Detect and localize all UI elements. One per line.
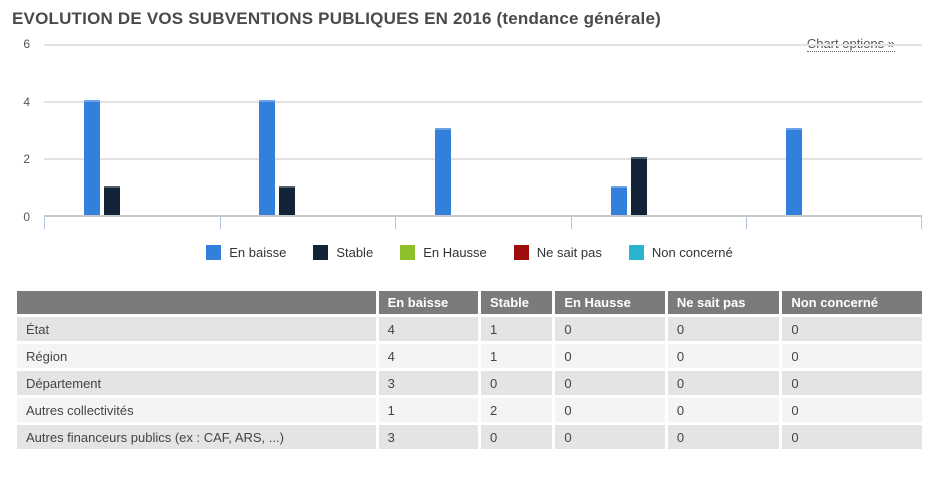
bar xyxy=(83,100,100,215)
cell-value: 3 xyxy=(375,422,482,452)
legend-label: Ne sait pas xyxy=(536,244,602,260)
cell-value: 1 xyxy=(478,341,556,371)
cell-value: 0 xyxy=(552,314,668,344)
x-axis-tick xyxy=(219,217,221,229)
x-axis-tick xyxy=(570,217,572,229)
cell-value: 4 xyxy=(375,314,482,344)
category-group xyxy=(44,44,220,215)
legend-label: En baisse xyxy=(229,244,287,260)
x-axis-tick xyxy=(395,217,397,229)
category-group xyxy=(220,44,396,215)
table-header-row: En baisse Stable En Hausse Ne sait pas Non c… xyxy=(14,288,925,317)
bar xyxy=(610,186,627,215)
table-row: Département 3 0 0 0 0 xyxy=(14,368,925,398)
legend-label: Non concerné xyxy=(651,244,733,260)
cell-value: 3 xyxy=(375,368,482,398)
column-header: Non concerné xyxy=(779,288,925,317)
legend-swatch-icon xyxy=(628,244,644,260)
cell-value: 0 xyxy=(779,422,925,452)
column-header: En baisse xyxy=(375,288,482,317)
x-axis-tick xyxy=(746,217,748,229)
x-axis-tick xyxy=(44,217,45,229)
legend-item: Non concerné xyxy=(628,244,733,260)
chart-options-link[interactable]: Chart options » xyxy=(806,36,895,52)
column-header xyxy=(14,288,379,317)
row-label: Autres financeurs publics (ex : CAF, ARS… xyxy=(14,422,379,452)
legend-swatch-icon xyxy=(400,244,416,260)
bar xyxy=(279,186,296,215)
row-label: Autres collectivités xyxy=(14,395,379,425)
cell-value: 0 xyxy=(664,422,783,452)
y-axis: 0 2 4 6 xyxy=(0,38,44,230)
y-axis-label-0: 0 xyxy=(23,210,30,224)
cell-value: 0 xyxy=(552,422,668,452)
cell-value: 0 xyxy=(779,368,925,398)
bar xyxy=(259,100,276,215)
gridline-y-0 xyxy=(44,215,922,217)
y-axis-label-2: 2 xyxy=(23,152,30,166)
legend-swatch-icon xyxy=(206,244,222,260)
legend-label: Stable xyxy=(336,244,374,260)
category-group xyxy=(746,44,922,215)
legend-swatch-icon xyxy=(313,244,329,260)
x-axis-tick xyxy=(921,217,922,229)
category-group xyxy=(395,44,571,215)
bar xyxy=(103,186,120,215)
cell-value: 0 xyxy=(779,341,925,371)
gridline-y-6 xyxy=(44,44,922,46)
legend-item: Ne sait pas xyxy=(513,244,602,260)
cell-value: 0 xyxy=(779,314,925,344)
plot-area xyxy=(44,44,922,229)
results-table: En baisse Stable En Hausse Ne sait pas Non c… xyxy=(14,288,925,452)
cell-value: 1 xyxy=(375,395,482,425)
table-row: Autres financeurs publics (ex : CAF, ARS… xyxy=(14,422,925,452)
bar xyxy=(786,128,803,215)
bar xyxy=(434,128,451,215)
y-axis-label-6: 6 xyxy=(23,37,30,51)
cell-value: 2 xyxy=(478,395,556,425)
category-group xyxy=(571,44,747,215)
cell-value: 0 xyxy=(552,341,668,371)
chart-legend: En baisse Stable En Hausse Ne sait pas Non c… xyxy=(0,244,939,260)
table-row: Région 4 1 0 0 0 xyxy=(14,341,925,371)
cell-value: 0 xyxy=(664,314,783,344)
gridline-y-4 xyxy=(44,101,922,103)
legend-label: En Hausse xyxy=(423,244,487,260)
page-title: EVOLUTION DE VOS SUBVENTIONS PUBLIQUES E… xyxy=(12,9,661,28)
table-row: État 4 1 0 0 0 xyxy=(14,314,925,344)
legend-item: En Hausse xyxy=(400,244,487,260)
table-row: Autres collectivités 1 2 0 0 0 xyxy=(14,395,925,425)
bars-layer xyxy=(44,44,922,215)
cell-value: 1 xyxy=(478,314,556,344)
gridline-y-2 xyxy=(44,158,922,160)
legend-item: Stable xyxy=(313,244,374,260)
cell-value: 0 xyxy=(664,395,783,425)
cell-value: 0 xyxy=(478,368,556,398)
column-header: Stable xyxy=(478,288,556,317)
cell-value: 0 xyxy=(552,368,668,398)
row-label: Région xyxy=(14,341,379,371)
bar-chart: 0 2 4 6 xyxy=(0,38,922,230)
cell-value: 0 xyxy=(552,395,668,425)
legend-item: En baisse xyxy=(206,244,287,260)
column-header: Ne sait pas xyxy=(664,288,783,317)
column-header: En Hausse xyxy=(552,288,668,317)
cell-value: 0 xyxy=(478,422,556,452)
row-label: Département xyxy=(14,368,379,398)
bar xyxy=(630,157,647,215)
cell-value: 0 xyxy=(779,395,925,425)
legend-swatch-icon xyxy=(513,244,529,260)
cell-value: 0 xyxy=(664,341,783,371)
table-body: État 4 1 0 0 0 Région 4 1 0 0 0 Département 3 0 0 0 0 Autr… xyxy=(14,314,925,452)
cell-value: 0 xyxy=(664,368,783,398)
y-axis-label-4: 4 xyxy=(23,95,30,109)
row-label: État xyxy=(14,314,379,344)
cell-value: 4 xyxy=(375,341,482,371)
